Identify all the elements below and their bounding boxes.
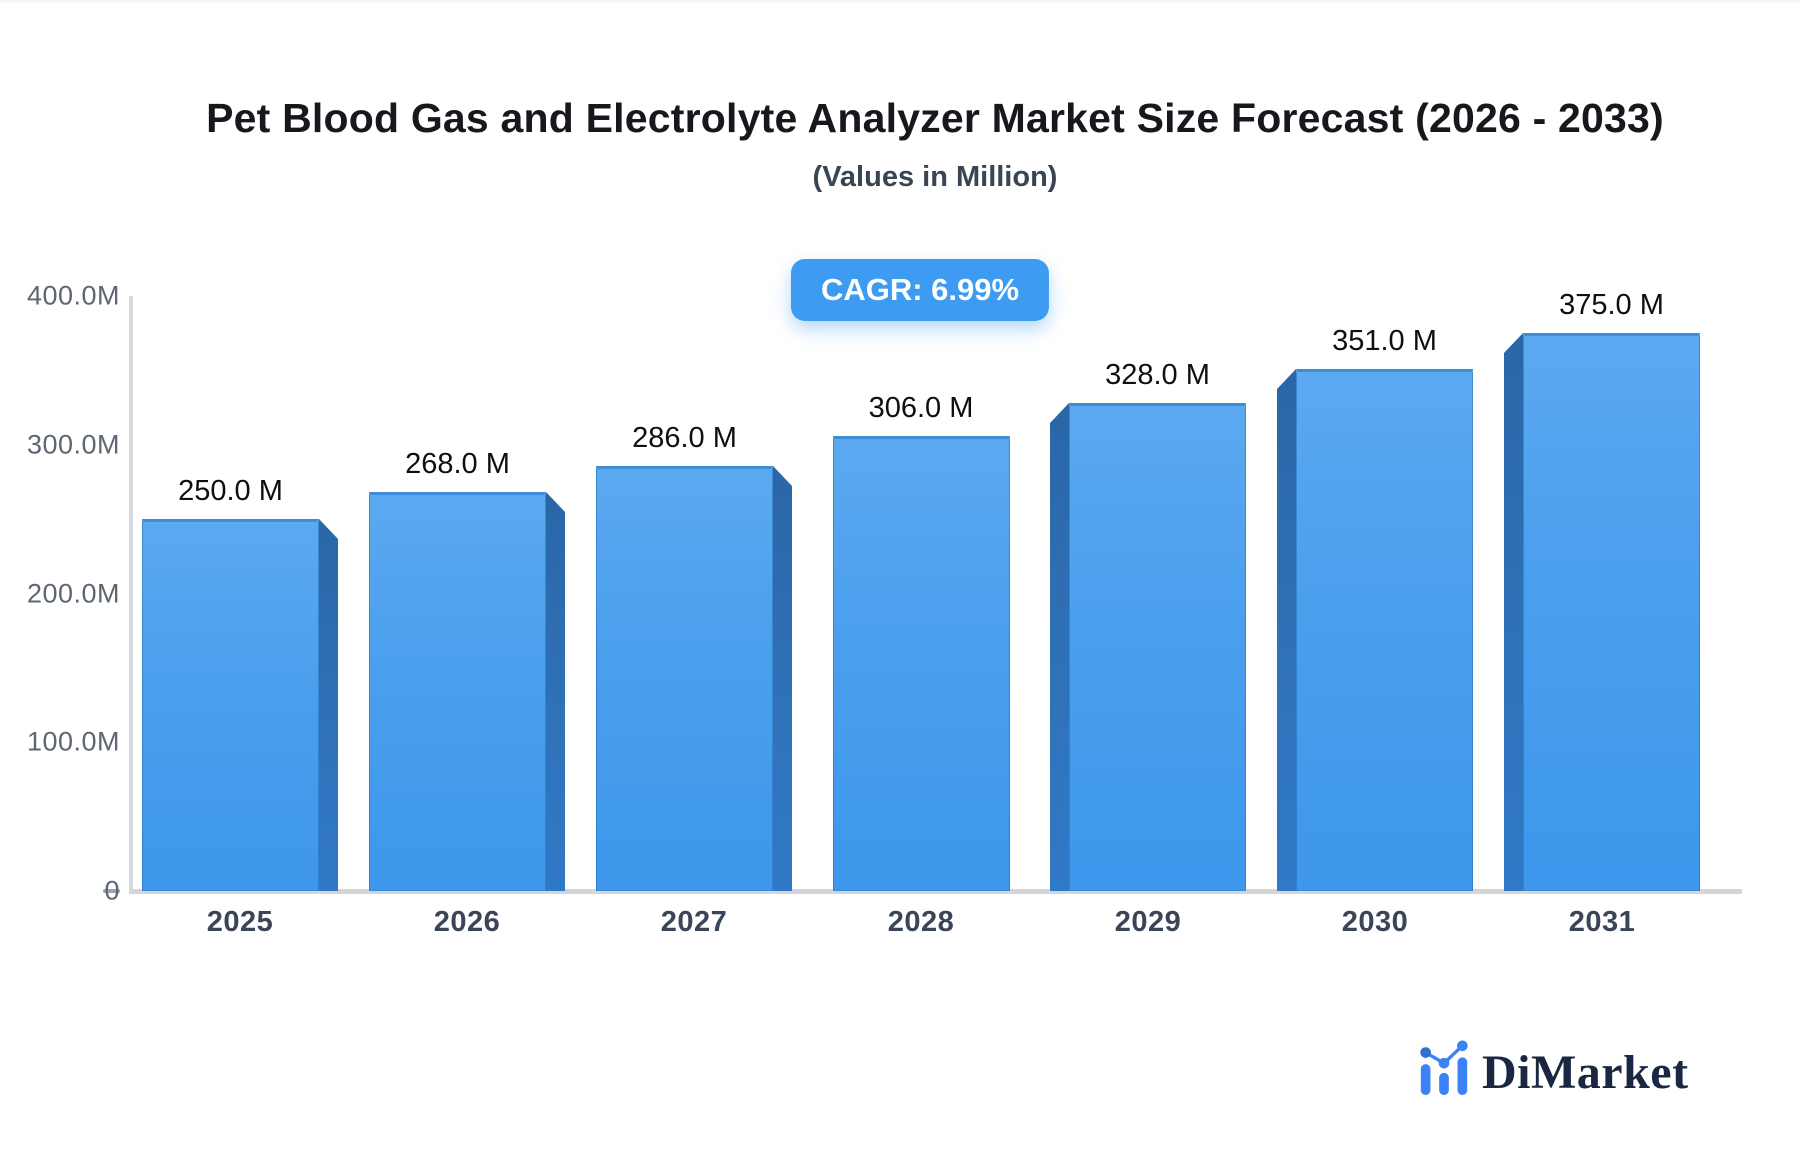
bar-2028 bbox=[832, 436, 1010, 891]
y-axis-label: 300.0M bbox=[26, 429, 120, 460]
bar-3d-side bbox=[773, 466, 792, 891]
x-axis-label: 2025 bbox=[206, 906, 274, 938]
x-axis-label: 2031 bbox=[1568, 906, 1636, 938]
x-axis-label: 2028 bbox=[887, 906, 955, 938]
dimarket-icon bbox=[1418, 1039, 1470, 1097]
x-axis-label: 2030 bbox=[1341, 906, 1409, 938]
bar-value-label: 268.0 M bbox=[405, 448, 510, 480]
brand-logo[interactable]: DiMarket bbox=[1418, 1039, 1689, 1097]
bar-2025 bbox=[142, 519, 319, 891]
x-axis-label: 2027 bbox=[660, 906, 728, 938]
bar-2026 bbox=[369, 492, 546, 891]
bar-value-label: 351.0 M bbox=[1332, 325, 1437, 357]
brand-name: DiMarket bbox=[1482, 1046, 1689, 1099]
x-axis-baseline bbox=[129, 889, 1742, 894]
y-axis-label: 100.0M bbox=[26, 726, 120, 757]
zero-tick-mark bbox=[103, 889, 120, 893]
bar-2031 bbox=[1523, 333, 1700, 891]
y-axis-label: 200.0M bbox=[26, 578, 120, 608]
bar-3d-side bbox=[1504, 333, 1523, 891]
bar-3d-side bbox=[1277, 369, 1296, 891]
chart-title: Pet Blood Gas and Electrolyte Analyzer M… bbox=[206, 95, 1664, 141]
x-axis-label: 2026 bbox=[433, 906, 501, 938]
bar-2029 bbox=[1069, 403, 1246, 891]
x-axis-label: 2029 bbox=[1114, 906, 1182, 938]
bar-value-label: 286.0 M bbox=[632, 422, 737, 454]
y-axis-label: 0 bbox=[104, 875, 120, 906]
y-axis-label: 400.0M bbox=[26, 280, 120, 311]
bar-2030 bbox=[1296, 369, 1473, 891]
bar-value-label: 375.0 M bbox=[1559, 289, 1664, 321]
bar-3d-side bbox=[1050, 403, 1069, 891]
bar-3d-side bbox=[319, 519, 338, 891]
bar-value-label: 306.0 M bbox=[868, 392, 974, 424]
y-axis-line bbox=[129, 296, 133, 893]
chart-subtitle: (Values in Million) bbox=[812, 161, 1058, 193]
bar-2027 bbox=[596, 466, 773, 891]
bar-value-label: 250.0 M bbox=[178, 475, 283, 507]
bar-value-label: 328.0 M bbox=[1105, 359, 1210, 391]
cagr-badge: CAGR: 6.99% bbox=[790, 259, 1050, 321]
bar-3d-side bbox=[546, 492, 565, 891]
